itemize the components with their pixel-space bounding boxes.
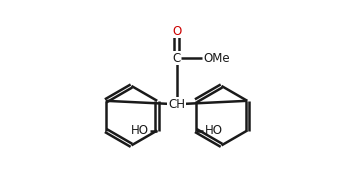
Text: CH: CH	[168, 98, 185, 111]
Text: HO: HO	[204, 124, 222, 137]
Text: HO: HO	[131, 124, 149, 137]
Text: C: C	[172, 52, 181, 65]
Text: OMe: OMe	[203, 52, 230, 65]
Text: O: O	[172, 25, 181, 38]
